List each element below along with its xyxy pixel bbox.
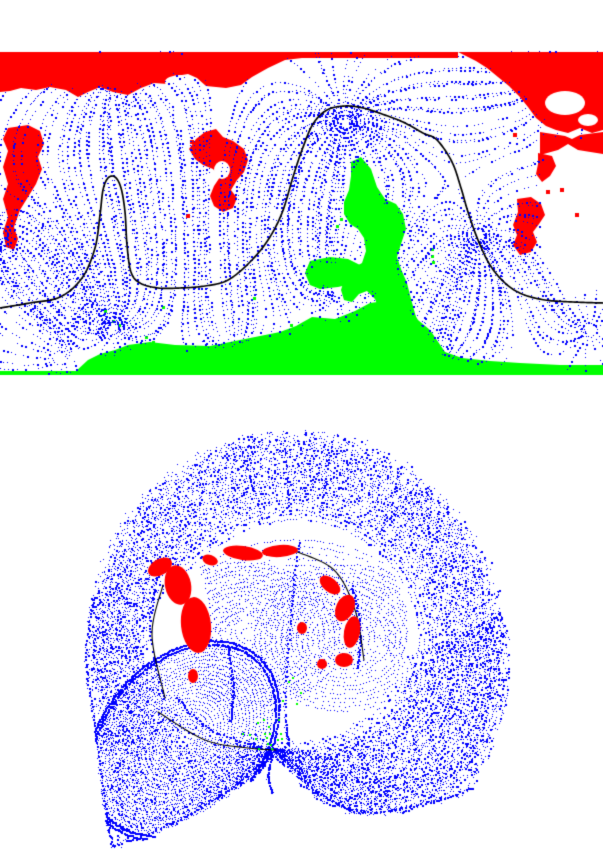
source-surface-field-map-canvas [0,0,603,400]
current-sheet-3d-canvas [0,400,603,853]
